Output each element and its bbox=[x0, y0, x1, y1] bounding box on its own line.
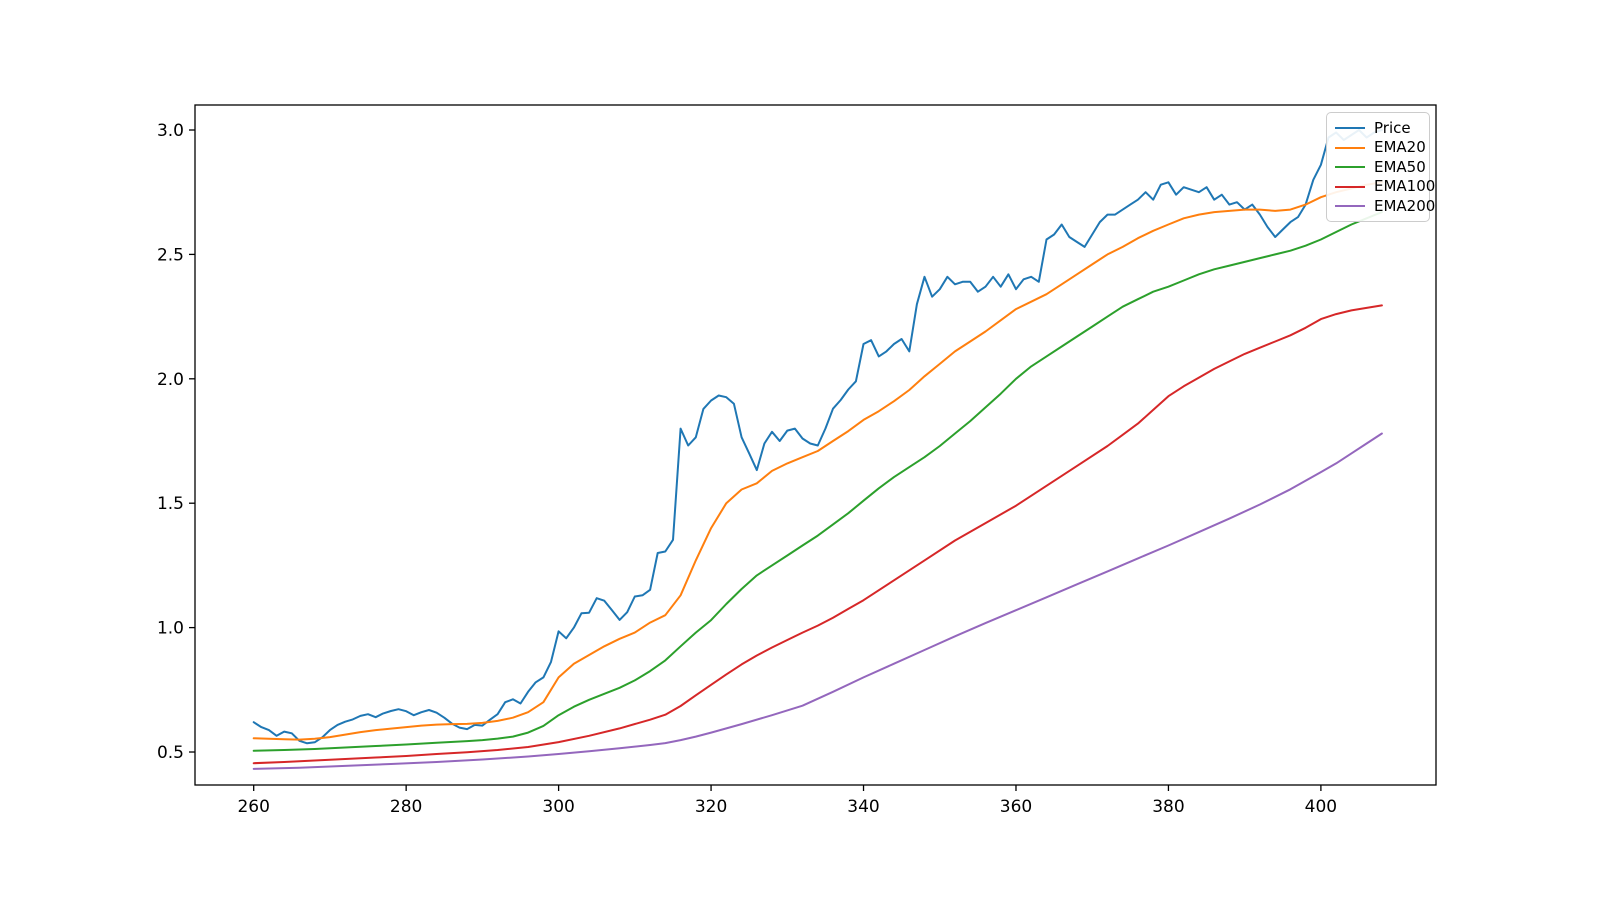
legend-item-ema20: EMA20 bbox=[1335, 139, 1426, 157]
legend-label-ema200: EMA200 bbox=[1374, 196, 1436, 215]
y-axis-tick-label: 3.0 bbox=[157, 121, 184, 141]
x-axis-tick-label: 280 bbox=[390, 797, 422, 817]
plot-area-border bbox=[194, 104, 1437, 786]
x-axis-tick-label: 300 bbox=[542, 797, 574, 817]
x-axis-tick-label: 360 bbox=[1000, 797, 1032, 817]
ema20-line-swatch bbox=[1335, 146, 1365, 149]
series-line-price bbox=[252, 129, 1383, 745]
ema50-line-swatch bbox=[1335, 166, 1365, 168]
y-axis-tick-label: 0.5 bbox=[157, 743, 184, 763]
legend-item-ema100: EMA100 bbox=[1335, 178, 1435, 196]
ema200-line-swatch bbox=[1335, 205, 1365, 207]
y-axis-tick-label: 2.0 bbox=[157, 370, 184, 390]
y-axis-tick-label: 1.0 bbox=[157, 619, 184, 639]
legend-label-ema50: EMA50 bbox=[1374, 157, 1426, 176]
y-axis-tick-label: 2.5 bbox=[157, 245, 184, 265]
x-axis-tick-label: 260 bbox=[237, 797, 269, 817]
legend-label-ema20: EMA20 bbox=[1374, 138, 1426, 156]
legend-item-price: Price bbox=[1335, 119, 1422, 137]
series-line-ema20 bbox=[252, 181, 1383, 741]
series-line-ema200 bbox=[252, 432, 1383, 770]
price-line-swatch bbox=[1335, 127, 1365, 129]
x-axis-tick-label: 320 bbox=[695, 797, 727, 817]
ema100-line-swatch bbox=[1335, 185, 1365, 188]
legend-label-price: Price bbox=[1374, 118, 1411, 137]
legend: Price EMA20 EMA50 EMA100 EMA200 bbox=[1326, 112, 1435, 222]
legend-item-ema200: EMA200 bbox=[1335, 197, 1435, 215]
legend-label-ema100: EMA100 bbox=[1374, 177, 1436, 195]
x-axis-tick-label: 400 bbox=[1305, 797, 1337, 817]
x-axis-tick-label: 380 bbox=[1152, 797, 1184, 817]
series-line-ema100 bbox=[252, 304, 1383, 765]
series-line-ema50 bbox=[252, 211, 1383, 752]
legend-item-ema50: EMA50 bbox=[1335, 158, 1426, 176]
x-axis-tick-label: 340 bbox=[847, 797, 879, 817]
y-axis-tick-label: 1.5 bbox=[157, 494, 184, 514]
